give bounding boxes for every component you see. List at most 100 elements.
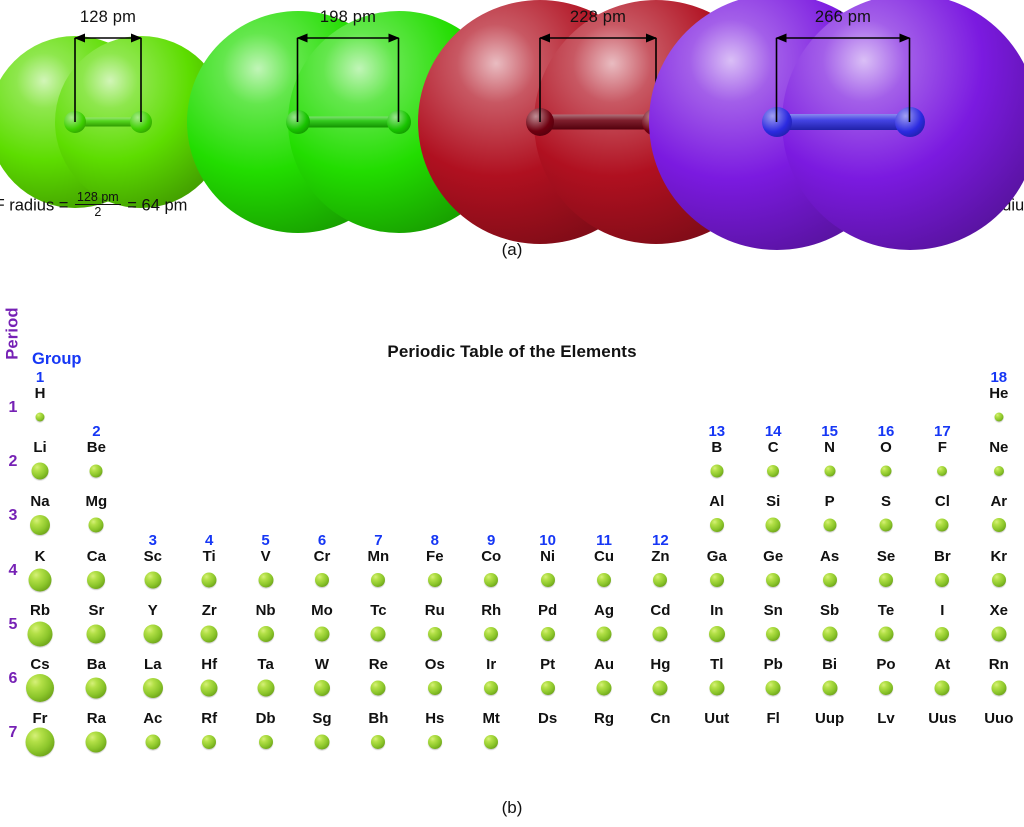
element-Rf[interactable]: Rf: [181, 711, 237, 757]
element-In[interactable]: In: [689, 602, 745, 649]
element-Mn[interactable]: Mn: [350, 548, 406, 595]
element-N[interactable]: N: [802, 440, 858, 486]
element-Rh[interactable]: Rh: [463, 602, 519, 649]
element-As[interactable]: As: [802, 548, 858, 595]
element-K[interactable]: K: [12, 548, 68, 595]
element-Re[interactable]: Re: [350, 657, 406, 703]
element-Uuo[interactable]: Uuo: [971, 711, 1024, 757]
element-Na[interactable]: Na: [12, 494, 68, 540]
element-Cr[interactable]: Cr: [294, 548, 350, 595]
element-Sb[interactable]: Sb: [802, 602, 858, 649]
radius-formula-fluorine: F radius = 128 pm 2 = 64 pm: [0, 190, 219, 221]
element-He[interactable]: He: [971, 386, 1024, 432]
element-S[interactable]: S: [858, 494, 914, 540]
atomic-radius-sphere: [202, 735, 217, 750]
element-Ir[interactable]: Ir: [463, 657, 519, 703]
element-Zn[interactable]: Zn: [632, 548, 688, 595]
element-H[interactable]: H: [12, 386, 68, 432]
element-Uut[interactable]: Uut: [689, 711, 745, 757]
element-O[interactable]: O: [858, 440, 914, 486]
element-Ta[interactable]: Ta: [238, 657, 294, 703]
element-Fl[interactable]: Fl: [745, 711, 801, 757]
element-Ca[interactable]: Ca: [68, 548, 124, 595]
element-Br[interactable]: Br: [914, 548, 970, 595]
element-Al[interactable]: Al: [689, 494, 745, 540]
element-Lv[interactable]: Lv: [858, 711, 914, 757]
element-Cd[interactable]: Cd: [632, 602, 688, 649]
element-Ar[interactable]: Ar: [971, 494, 1024, 540]
element-Sc[interactable]: Sc: [125, 548, 181, 595]
element-Ga[interactable]: Ga: [689, 548, 745, 595]
element-Cs[interactable]: Cs: [12, 657, 68, 703]
element-Cl[interactable]: Cl: [914, 494, 970, 540]
element-Ne[interactable]: Ne: [971, 440, 1024, 486]
element-Tc[interactable]: Tc: [350, 602, 406, 649]
element-Pd[interactable]: Pd: [520, 602, 576, 649]
element-Fr[interactable]: Fr: [12, 711, 68, 757]
element-Uup[interactable]: Uup: [802, 711, 858, 757]
atomic-radius-sphere: [822, 626, 838, 642]
element-Si[interactable]: Si: [745, 494, 801, 540]
element-Pb[interactable]: Pb: [745, 657, 801, 703]
element-Y[interactable]: Y: [125, 602, 181, 649]
atomic-radius-sphere: [709, 518, 724, 533]
element-Kr[interactable]: Kr: [971, 548, 1024, 595]
element-Au[interactable]: Au: [576, 657, 632, 703]
element-Rn[interactable]: Rn: [971, 657, 1024, 703]
element-Po[interactable]: Po: [858, 657, 914, 703]
element-Zr[interactable]: Zr: [181, 602, 237, 649]
element-F[interactable]: F: [914, 440, 970, 486]
element-Uus[interactable]: Uus: [914, 711, 970, 757]
element-Rb[interactable]: Rb: [12, 602, 68, 649]
element-Nb[interactable]: Nb: [238, 602, 294, 649]
element-Ba[interactable]: Ba: [68, 657, 124, 703]
element-Ge[interactable]: Ge: [745, 548, 801, 595]
element-Ti[interactable]: Ti: [181, 548, 237, 595]
element-Mg[interactable]: Mg: [68, 494, 124, 540]
group-number-18: 18: [990, 369, 1008, 386]
element-Mo[interactable]: Mo: [294, 602, 350, 649]
element-Bi[interactable]: Bi: [802, 657, 858, 703]
element-Ds[interactable]: Ds: [520, 711, 576, 757]
element-I[interactable]: I: [914, 602, 970, 649]
element-Ra[interactable]: Ra: [68, 711, 124, 757]
element-Fe[interactable]: Fe: [407, 548, 463, 595]
element-Co[interactable]: Co: [463, 548, 519, 595]
element-Hf[interactable]: Hf: [181, 657, 237, 703]
element-Os[interactable]: Os: [407, 657, 463, 703]
element-symbol: Cu: [594, 547, 614, 565]
element-Li[interactable]: Li: [12, 440, 68, 486]
element-Bh[interactable]: Bh: [350, 711, 406, 757]
element-Ac[interactable]: Ac: [125, 711, 181, 757]
element-Cu[interactable]: Cu: [576, 547, 632, 595]
element-Rg[interactable]: Rg: [576, 711, 632, 757]
element-Ag[interactable]: Ag: [576, 602, 632, 649]
element-V[interactable]: V: [238, 548, 294, 595]
element-Be[interactable]: Be: [68, 440, 124, 486]
element-Tl[interactable]: Tl: [689, 657, 745, 703]
element-Pt[interactable]: Pt: [520, 657, 576, 703]
element-Hs[interactable]: Hs: [407, 711, 463, 757]
element-Ru[interactable]: Ru: [407, 602, 463, 649]
element-C[interactable]: C: [745, 440, 801, 486]
element-Cn[interactable]: Cn: [632, 711, 688, 757]
element-symbol: Ta: [257, 656, 274, 673]
atomic-radius-sphere-wrap: [858, 619, 914, 649]
element-Sg[interactable]: Sg: [294, 711, 350, 757]
element-P[interactable]: P: [802, 494, 858, 540]
atomic-radius-sphere-wrap: [463, 619, 519, 649]
element-W[interactable]: W: [294, 657, 350, 703]
element-At[interactable]: At: [914, 657, 970, 703]
element-Hg[interactable]: Hg: [632, 657, 688, 703]
element-Xe[interactable]: Xe: [971, 602, 1024, 649]
element-Db[interactable]: Db: [238, 711, 294, 757]
element-Ni[interactable]: Ni: [520, 548, 576, 595]
element-Sn[interactable]: Sn: [745, 602, 801, 649]
periodic-table-panel: Period Group Periodic Table of the Eleme…: [0, 278, 1024, 827]
element-B[interactable]: B: [689, 440, 745, 486]
element-Te[interactable]: Te: [858, 602, 914, 649]
element-Sr[interactable]: Sr: [68, 602, 124, 649]
element-La[interactable]: La: [125, 657, 181, 703]
element-Mt[interactable]: Mt: [463, 711, 519, 757]
element-Se[interactable]: Se: [858, 548, 914, 595]
